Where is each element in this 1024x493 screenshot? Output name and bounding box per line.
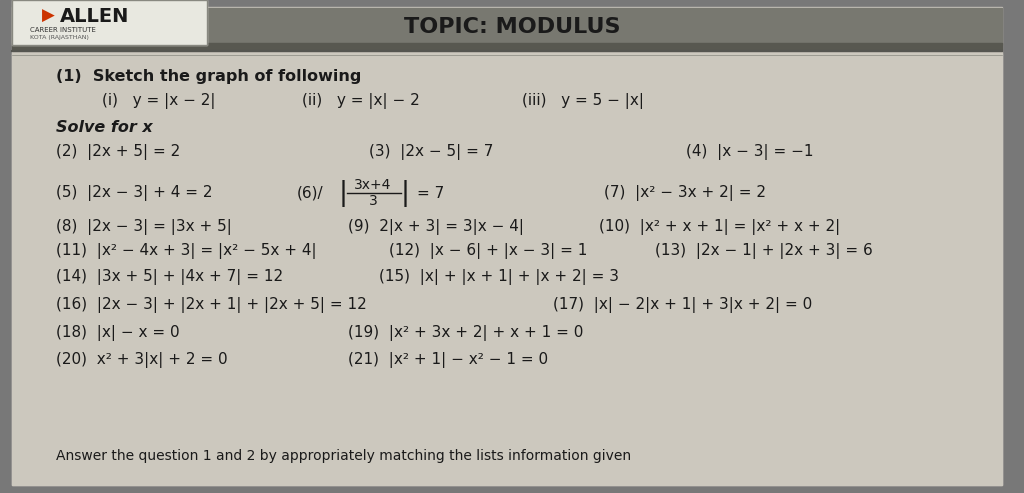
Bar [12, 0, 207, 45]
Text: KOTA (RAJASTHAN): KOTA (RAJASTHAN) [30, 35, 89, 39]
Text: (1)  Sketch the graph of following: (1) Sketch the graph of following [56, 69, 361, 84]
Text: (ii)   y = |x| − 2: (ii) y = |x| − 2 [302, 93, 420, 109]
Text: (18)  |x| − x = 0: (18) |x| − x = 0 [56, 325, 180, 341]
Text: (21)  |x² + 1| − x² − 1 = 0: (21) |x² + 1| − x² − 1 = 0 [348, 352, 548, 368]
Text: ALLEN: ALLEN [60, 6, 129, 26]
Text: Solve for x: Solve for x [56, 120, 153, 135]
Text: (17)  |x| − 2|x + 1| + 3|x + 2| = 0: (17) |x| − 2|x + 1| + 3|x + 2| = 0 [553, 297, 812, 313]
Text: (11)  |x² − 4x + 3| = |x² − 5x + 4|: (11) |x² − 4x + 3| = |x² − 5x + 4| [56, 244, 317, 259]
Text: (15)  |x| + |x + 1| + |x + 2| = 3: (15) |x| + |x + 1| + |x + 2| = 3 [379, 269, 618, 285]
Text: (13)  |2x − 1| + |2x + 3| = 6: (13) |2x − 1| + |2x + 3| = 6 [655, 244, 873, 259]
Text: (8)  |2x − 3| = |3x + 5|: (8) |2x − 3| = |3x + 5| [56, 219, 232, 235]
Text: |: | [400, 180, 410, 207]
Text: (iii)   y = 5 − |x|: (iii) y = 5 − |x| [522, 93, 644, 109]
Text: Answer the question 1 and 2 by appropriately matching the lists information give: Answer the question 1 and 2 by appropria… [56, 449, 632, 463]
Text: ▶: ▶ [42, 7, 54, 25]
Text: (2)  |2x + 5| = 2: (2) |2x + 5| = 2 [56, 144, 180, 160]
Bar [12, 43, 1002, 51]
Text: (7)  |x² − 3x + 2| = 2: (7) |x² − 3x + 2| = 2 [604, 185, 766, 201]
Text: CAREER INSTITUTE: CAREER INSTITUTE [30, 27, 96, 33]
Text: (16)  |2x − 3| + |2x + 1| + |2x + 5| = 12: (16) |2x − 3| + |2x + 1| + |2x + 5| = 12 [56, 297, 367, 313]
Text: (14)  |3x + 5| + |4x + 7| = 12: (14) |3x + 5| + |4x + 7| = 12 [56, 269, 284, 285]
Text: TOPIC: MODULUS: TOPIC: MODULUS [403, 17, 621, 37]
Text: |: | [339, 180, 347, 207]
Bar [12, 8, 1002, 45]
Text: 3x+4: 3x+4 [354, 178, 391, 192]
Text: (5)  |2x − 3| + 4 = 2: (5) |2x − 3| + 4 = 2 [56, 185, 213, 201]
Text: (20)  x² + 3|x| + 2 = 0: (20) x² + 3|x| + 2 = 0 [56, 352, 228, 368]
Text: 3: 3 [369, 194, 377, 208]
Bar [12, 0, 207, 45]
Text: = 7: = 7 [417, 186, 444, 201]
Text: (9)  2|x + 3| = 3|x − 4|: (9) 2|x + 3| = 3|x − 4| [348, 219, 524, 235]
Text: (4)  |x − 3| = −1: (4) |x − 3| = −1 [686, 144, 814, 160]
Text: (3)  |2x − 5| = 7: (3) |2x − 5| = 7 [369, 144, 493, 160]
Text: (10)  |x² + x + 1| = |x² + x + 2|: (10) |x² + x + 1| = |x² + x + 2| [599, 219, 841, 235]
Text: (12)  |x − 6| + |x − 3| = 1: (12) |x − 6| + |x − 3| = 1 [389, 244, 588, 259]
Bar [12, 53, 1002, 485]
Text: (6)/: (6)/ [297, 186, 324, 201]
Text: (i)   y = |x − 2|: (i) y = |x − 2| [102, 93, 216, 109]
Text: (19)  |x² + 3x + 2| + x + 1 = 0: (19) |x² + 3x + 2| + x + 1 = 0 [348, 325, 584, 341]
